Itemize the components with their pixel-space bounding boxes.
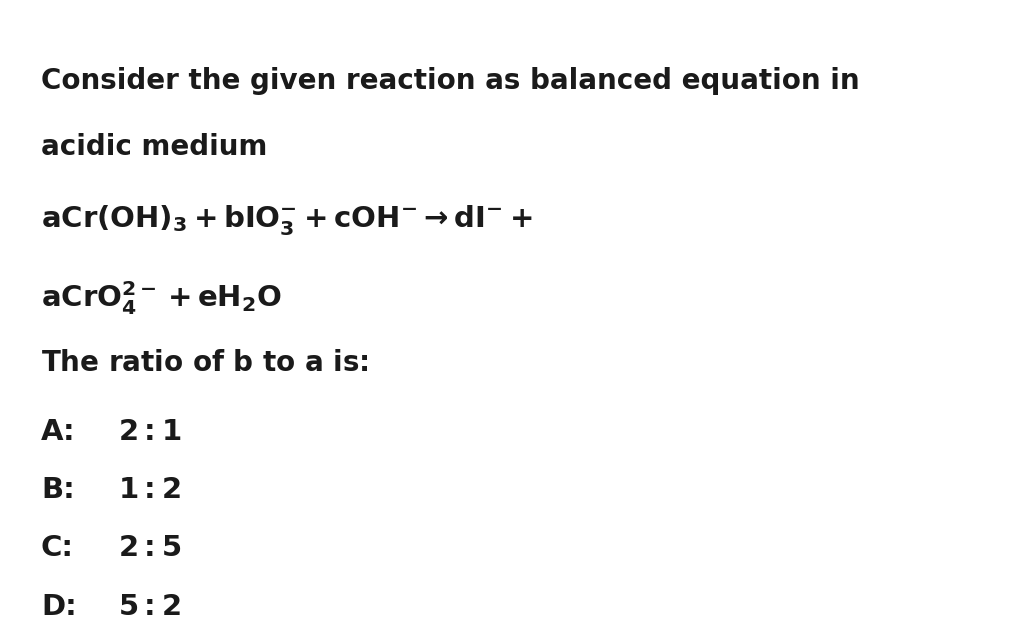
- Text: $\mathbf{aCrO_4^{2-} + eH_2O}$: $\mathbf{aCrO_4^{2-} + eH_2O}$: [41, 279, 282, 317]
- Text: The ratio of $\mathbf{b}$ to $\mathbf{a}$ is:: The ratio of $\mathbf{b}$ to $\mathbf{a}…: [41, 349, 369, 377]
- Text: $\mathbf{1:2}$: $\mathbf{1:2}$: [118, 476, 180, 503]
- Text: $\mathbf{2:1}$: $\mathbf{2:1}$: [118, 418, 181, 446]
- Text: Consider the given reaction as balanced equation in: Consider the given reaction as balanced …: [41, 67, 859, 94]
- Text: B:: B:: [41, 476, 75, 503]
- Text: $\mathbf{aCr(OH)_3 + bIO_3^{-} + cOH^{-} \rightarrow dI^{-} +}$: $\mathbf{aCr(OH)_3 + bIO_3^{-} + cOH^{-}…: [41, 203, 532, 237]
- Text: D:: D:: [41, 593, 77, 621]
- Text: A:: A:: [41, 418, 76, 446]
- Text: $\mathbf{5:2}$: $\mathbf{5:2}$: [118, 593, 180, 621]
- Text: acidic medium: acidic medium: [41, 133, 267, 161]
- Text: C:: C:: [41, 534, 74, 562]
- Text: $\mathbf{2:5}$: $\mathbf{2:5}$: [118, 534, 181, 562]
